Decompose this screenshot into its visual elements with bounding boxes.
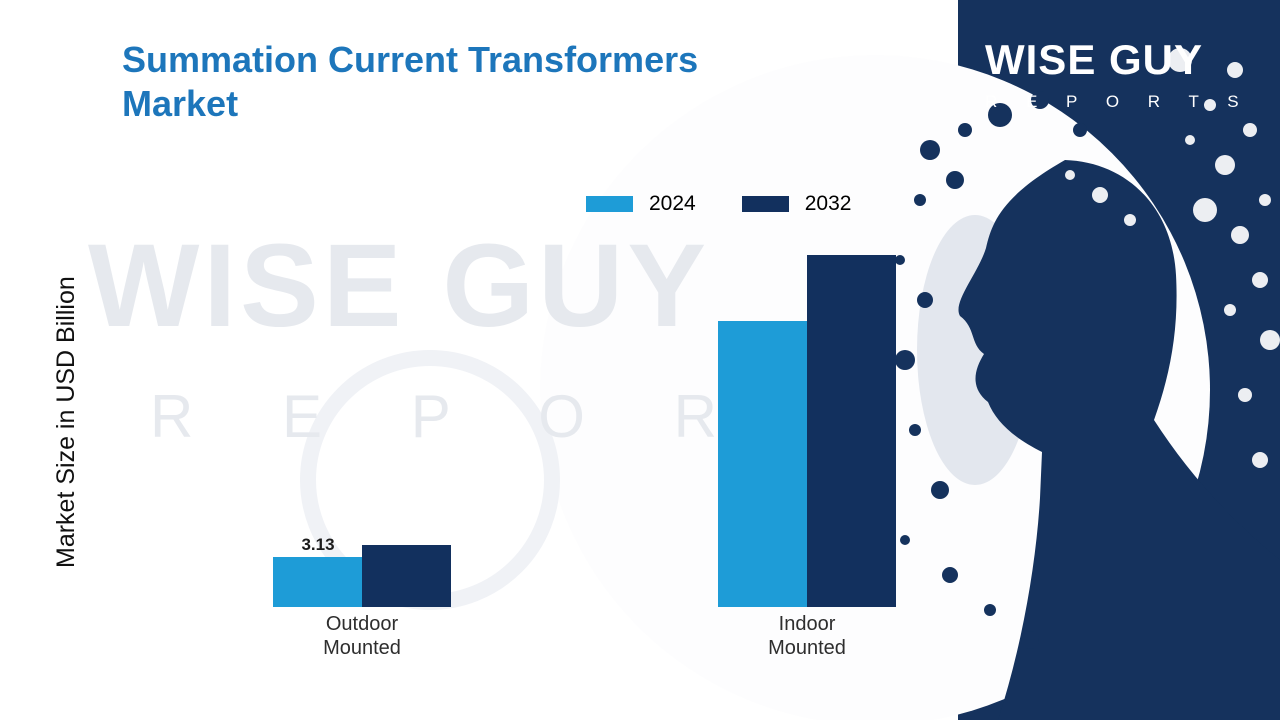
- decorative-face-graphic: [895, 48, 1280, 720]
- category-label-indoor-mounted: Indoor Mounted: [768, 613, 846, 660]
- legend-item-2024: 2024: [586, 192, 696, 216]
- bar-2024-indoor-mounted: [718, 321, 807, 607]
- legend-swatch-2024: [586, 196, 633, 212]
- brand-logo-wordmark: WISE GUY: [985, 36, 1204, 83]
- bar-2024-outdoor-mounted: [273, 557, 362, 607]
- legend-item-2032: 2032: [741, 192, 852, 216]
- value-label-outdoor-2024: 3.13: [301, 535, 335, 554]
- legend-label-2024: 2024: [649, 192, 696, 215]
- chart-title: Summation Current Transformers Market: [122, 39, 699, 124]
- chart-legend: 2024 2032: [586, 192, 851, 216]
- category-label-outdoor-mounted: Outdoor Mounted: [323, 613, 401, 660]
- bar-2032-outdoor-mounted: [362, 545, 451, 607]
- legend-swatch-2032: [741, 196, 789, 212]
- bar-group-indoor-mounted: [718, 255, 896, 607]
- watermark-text-main: WISE GUY: [88, 220, 711, 352]
- brand-logo-subtitle: R E P O R T S: [985, 92, 1251, 111]
- brand-logo: WISE GUY R E P O R T S: [985, 36, 1251, 112]
- legend-label-2032: 2032: [804, 192, 852, 215]
- bar-group-outdoor-mounted: [273, 545, 451, 607]
- bar-2032-indoor-mounted: [807, 255, 896, 607]
- y-axis-label: Market Size in USD Billion: [52, 276, 80, 568]
